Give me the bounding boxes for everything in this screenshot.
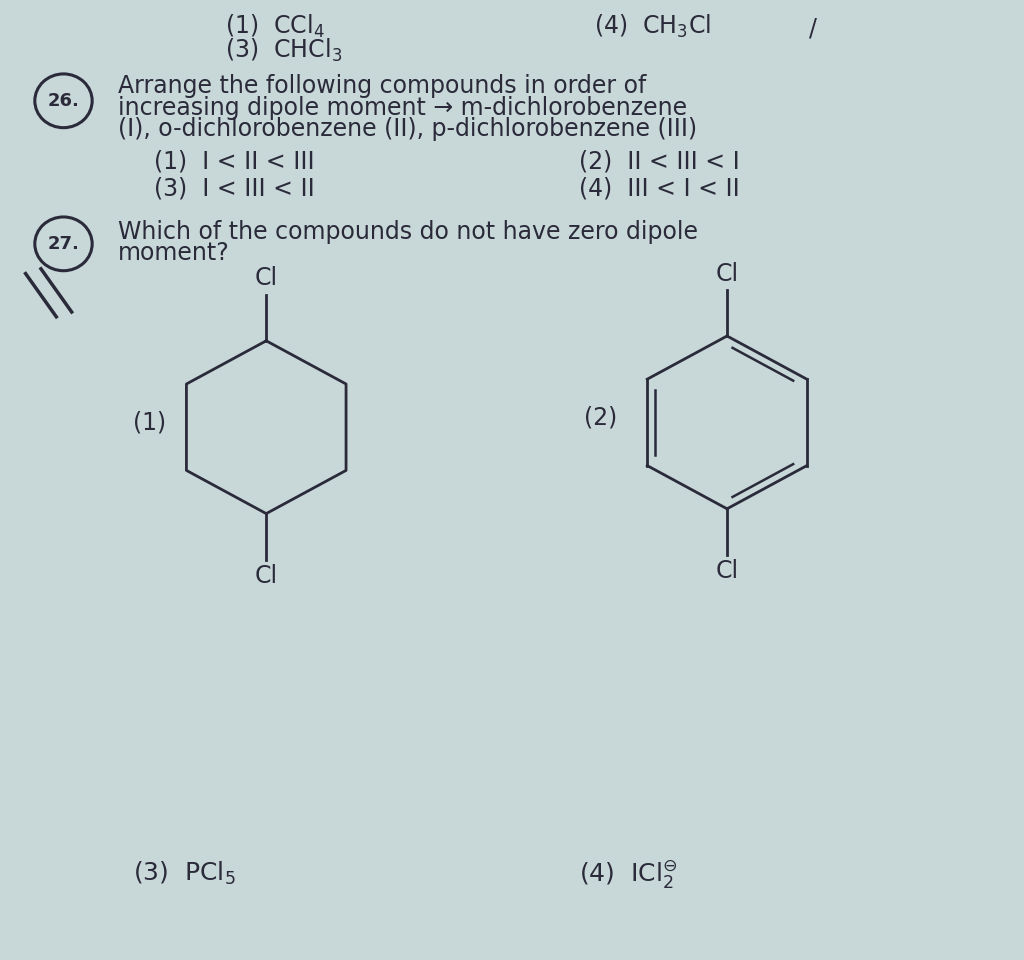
Text: (1)  I < II < III: (1) I < II < III bbox=[154, 150, 314, 174]
Text: Cl: Cl bbox=[716, 559, 738, 583]
Text: (3)  PCl$_5$: (3) PCl$_5$ bbox=[133, 860, 236, 887]
Text: /: / bbox=[809, 17, 817, 41]
Text: (3)  I < III < II: (3) I < III < II bbox=[154, 177, 314, 201]
Text: (I), o-dichlorobenzene (II), p-dichlorobenzene (III): (I), o-dichlorobenzene (II), p-dichlorob… bbox=[118, 117, 697, 140]
Text: moment?: moment? bbox=[118, 242, 229, 266]
Text: (4)  ICl$_2^{\ominus}$: (4) ICl$_2^{\ominus}$ bbox=[579, 857, 677, 890]
Text: 27.: 27. bbox=[47, 235, 80, 252]
Text: 26.: 26. bbox=[47, 92, 80, 109]
Text: (2): (2) bbox=[584, 405, 616, 430]
Text: Cl: Cl bbox=[716, 261, 738, 285]
Text: (1)  CCl$_4$: (1) CCl$_4$ bbox=[225, 13, 325, 40]
Text: (4)  CH$_3$Cl: (4) CH$_3$Cl bbox=[594, 13, 711, 40]
Text: increasing dipole moment → m-dichlorobenzene: increasing dipole moment → m-dichloroben… bbox=[118, 96, 687, 119]
Text: (2)  II < III < I: (2) II < III < I bbox=[579, 150, 739, 174]
Text: (4)  III < I < II: (4) III < I < II bbox=[579, 177, 739, 201]
Text: Cl: Cl bbox=[255, 564, 278, 588]
Text: Cl: Cl bbox=[255, 267, 278, 291]
Text: Which of the compounds do not have zero dipole: Which of the compounds do not have zero … bbox=[118, 220, 697, 244]
Text: (1): (1) bbox=[133, 411, 166, 434]
Text: (3)  CHCl$_3$: (3) CHCl$_3$ bbox=[225, 36, 342, 63]
Text: Arrange the following compounds in order of: Arrange the following compounds in order… bbox=[118, 75, 646, 99]
